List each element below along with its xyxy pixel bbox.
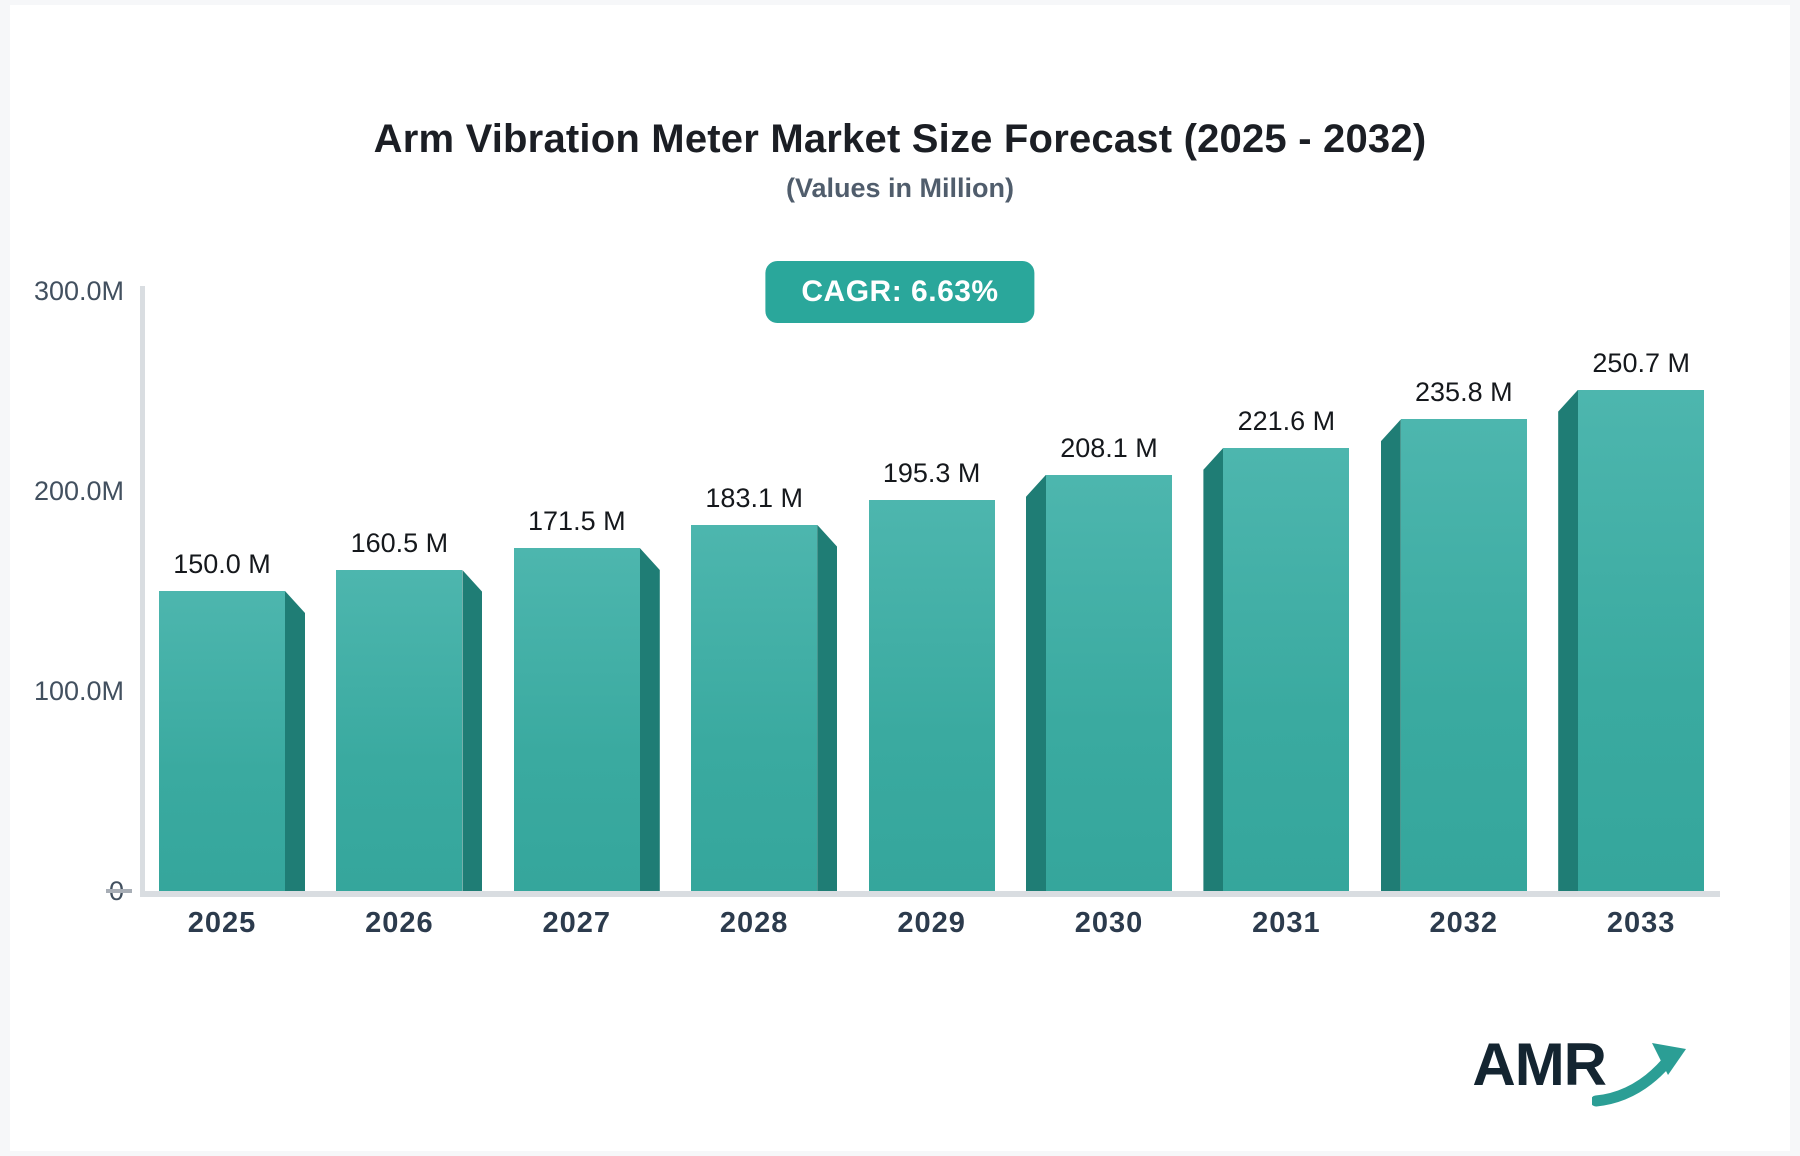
bar-2031[interactable]: 221.6 M [1203,406,1350,891]
bar-2033[interactable]: 250.7 M [1558,348,1705,891]
x-axis-label-2031: 2031 [1252,907,1321,939]
bar-value-label-2025: 150.0 M [173,549,271,579]
bar-value-label-2033: 250.7 M [1592,347,1690,378]
x-axis-label-2027: 2027 [542,907,612,939]
amr-logo: AMR [1472,1035,1692,1111]
x-axis-baseline [140,891,1720,897]
bar-value-label-2031: 221.6 M [1237,405,1336,436]
bar-value-label-2027: 171.5 M [528,506,626,536]
bar-side-shade-2030 [1026,474,1046,891]
bar-face-2029 [868,500,995,891]
bar-face-2026 [336,570,463,891]
bar-face-2032 [1400,419,1527,891]
y-tick-label-100.0M: 100.0M [33,676,124,706]
bar-2027[interactable]: 171.5 M [513,506,660,891]
chart-card: Arm Vibration Meter Market Size Forecast… [10,5,1790,1151]
bar-side-shade-2028 [817,524,838,891]
bar-2028[interactable]: 183.1 M [691,483,838,891]
x-axis-label-2033: 2033 [1606,907,1676,939]
bar-2025[interactable]: 150.0 M [159,549,305,891]
bar-value-label-2028: 183.1 M [705,482,803,513]
bar-value-label-2026: 160.5 M [350,528,449,558]
x-axis-label-2028: 2028 [719,907,789,939]
y-tick-label-300.0M: 300.0M [33,276,124,306]
bar-side-shade-2033 [1558,389,1579,891]
bar-2026[interactable]: 160.5 M [336,528,483,891]
bar-2029[interactable]: 195.3 M [868,458,995,891]
bar-face-2027 [513,548,640,891]
bar-face-2028 [691,524,818,891]
x-axis-label-2030: 2030 [1074,907,1144,939]
x-axis-label-2026: 2026 [365,907,434,939]
bar-face-2031 [1223,447,1350,891]
growth-arrow-icon [1592,1043,1686,1107]
x-axis-label-2029: 2029 [897,907,966,939]
bar-value-label-2029: 195.3 M [882,458,981,489]
bar-value-label-2032: 235.8 M [1415,377,1513,408]
bar-value-label-2030: 208.1 M [1060,432,1158,463]
amr-logo-text: AMR [1472,1031,1607,1098]
bar-2030[interactable]: 208.1 M [1026,433,1172,891]
y-axis-line [140,286,145,897]
bar-2032[interactable]: 235.8 M [1380,377,1527,891]
chart-title: Arm Vibration Meter Market Size Forecast… [373,117,1427,161]
bar-side-shade-2026 [462,570,483,891]
x-axis-label-2025: 2025 [187,907,257,939]
y-tick-mark-zero [106,889,132,893]
bar-side-shade-2025 [285,591,305,891]
bar-face-2030 [1046,474,1172,891]
bar-side-shade-2027 [639,548,660,891]
bar-face-2033 [1578,389,1705,891]
cagr-badge: CAGR: 6.63% [765,261,1035,323]
bar-side-shade-2032 [1380,419,1401,891]
bar-face-2025 [159,591,285,891]
y-tick-label-200.0M: 200.0M [33,476,124,506]
x-axis-label-2032: 2032 [1429,907,1499,939]
chart-subtitle: (Values in Million) [785,173,1015,203]
bar-side-shade-2031 [1203,447,1224,891]
